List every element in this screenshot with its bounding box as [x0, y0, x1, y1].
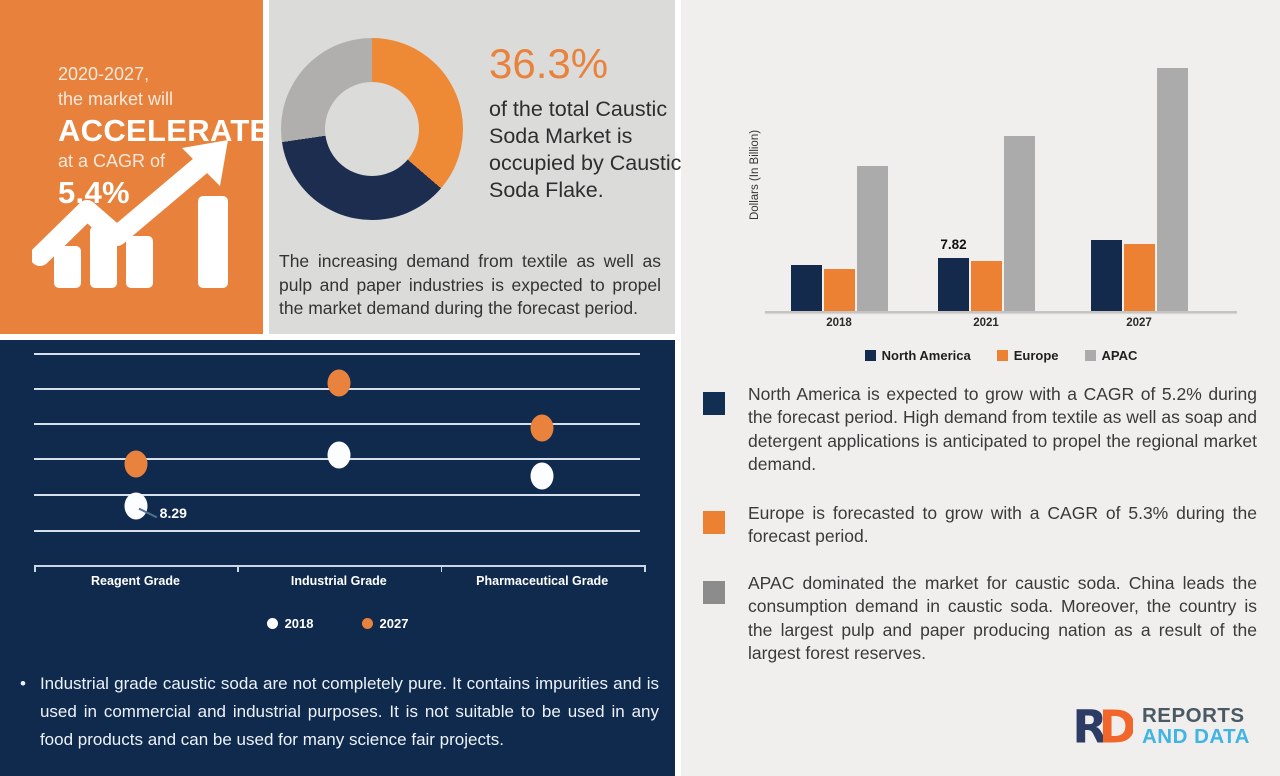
bar-north-america-2021: [937, 258, 969, 311]
demand-paragraph: The increasing demand from textile as we…: [279, 251, 661, 318]
legend-dot-2018: [266, 618, 278, 629]
bar-apac-2027: [1156, 68, 1188, 311]
legend-item-2027: 2027: [361, 616, 409, 631]
x-axis-tick: [34, 565, 36, 572]
x-axis-tick: [440, 565, 443, 572]
gridline-2: [34, 423, 640, 425]
note-europe: Europe is forecasted to grow with a CAGR…: [703, 502, 1257, 549]
bar-chart-baseline: [765, 311, 1237, 313]
bar-legend-square-apac: [1084, 350, 1096, 361]
flake-donut-chart: [281, 38, 463, 220]
accelerate-line2: the market will: [58, 89, 174, 109]
logo-line2: AND DATA: [1141, 725, 1250, 748]
x-axis-line: [34, 565, 644, 567]
bar-legend-item-europe: Europe: [996, 348, 1059, 363]
bar-europe-2027: [1123, 244, 1155, 311]
accelerate-period: 2020-2027,: [58, 64, 150, 84]
rd-logo-mark-icon: R D: [1075, 702, 1133, 750]
bar-category-label-2021: 2021: [973, 317, 999, 329]
bar-legend-square-north-america: [864, 350, 876, 361]
category-label-pharmaceutical-grade: Pharmaceutical Grade: [476, 574, 609, 588]
bar-north-america-2027: [1090, 240, 1122, 311]
flake-stat: 36.3%: [489, 40, 609, 87]
dot-2018-reagent-grade: [124, 492, 148, 520]
bar-north-america-2018: [790, 265, 822, 311]
bar-chart-y-axis-label: Dollars (In Billion): [749, 129, 761, 221]
category-label-reagent-grade: Reagent Grade: [91, 574, 180, 588]
bar-data-label: 7.82: [940, 237, 967, 252]
flake-caption: of the total Caustic Soda Market is occu…: [489, 97, 682, 202]
bar-category-label-2027: 2027: [1126, 317, 1152, 329]
bar-apac-2021: [1003, 136, 1035, 311]
europe-marker-icon: [703, 511, 725, 534]
gridline-5: [34, 530, 640, 532]
svg-text:R: R: [1075, 702, 1108, 750]
gridline-4: [34, 494, 640, 496]
reports-and-data-logo: R D REPORTS AND DATA: [1075, 702, 1250, 750]
note-europe-text: Europe is forecasted to grow with a CAGR…: [748, 503, 1257, 547]
flake-panel: 36.3% of the total Caustic Soda Market i…: [269, 0, 681, 334]
x-axis-tick: [237, 565, 239, 572]
bar-apac-2018: [856, 166, 888, 311]
bar-europe-2018: [823, 269, 855, 311]
bar-legend-item-apac: APAC: [1084, 348, 1138, 363]
dot-2018-industrial-grade: [327, 441, 351, 469]
grade-legend: 2018 2027: [0, 616, 675, 631]
legend-label-2027: 2027: [379, 616, 409, 631]
note-apac-text: APAC dominated the market for caustic so…: [748, 573, 1257, 664]
growth-arrow-chart-icon: [32, 140, 228, 288]
region-panel: Dollars (In Billion) 2018 7.82 2021 2027 No…: [681, 0, 1280, 776]
accelerate-line4: at a CAGR of: [58, 151, 166, 171]
grade-note: • Industrial grade caustic soda are not …: [16, 670, 659, 754]
dot-2027-reagent-grade: [124, 450, 148, 478]
accelerate-title: ACCELERATE: [58, 113, 271, 148]
note-north-america-text: North America is expected to grow with a…: [748, 384, 1257, 475]
gridline-0: [34, 353, 640, 355]
dot-2027-pharmaceutical-grade: [530, 414, 554, 442]
accelerate-text: 2020-2027, the market will ACCELERATE at…: [58, 62, 271, 211]
dot-2018-pharmaceutical-grade: [530, 462, 554, 490]
bar-legend-label-north-america: North America: [881, 348, 971, 363]
bar-legend-label-europe: Europe: [1013, 348, 1059, 363]
bar-legend-square-europe: [996, 350, 1008, 361]
bar-legend-label-apac: APAC: [1101, 348, 1138, 363]
category-label-industrial-grade: Industrial Grade: [290, 574, 387, 588]
apac-marker-icon: [703, 581, 725, 604]
legend-dot-2027: [361, 618, 373, 629]
dot-2027-industrial-grade: [327, 369, 351, 397]
svg-text:D: D: [1099, 702, 1133, 750]
bar-legend-item-north-america: North America: [864, 348, 971, 363]
bar-europe-2021: [970, 261, 1002, 311]
logo-text: REPORTS AND DATA: [1142, 705, 1250, 747]
grade-note-text: Industrial grade caustic soda are not co…: [39, 674, 659, 749]
bar-chart-legend: North America Europe APAC: [765, 348, 1237, 363]
logo-line1: REPORTS: [1141, 704, 1245, 727]
legend-label-2018: 2018: [284, 616, 314, 631]
grade-panel: Reagent Grade Industrial Grade Pharmaceuti…: [0, 340, 675, 776]
data-label-value: 8.29: [159, 505, 187, 521]
bullet-glyph: •: [20, 674, 26, 693]
bar-category-label-2018: 2018: [826, 317, 852, 329]
x-axis-tick: [644, 565, 646, 572]
legend-item-2018: 2018: [266, 616, 314, 631]
note-apac: APAC dominated the market for caustic so…: [703, 572, 1257, 666]
north-america-marker-icon: [703, 392, 725, 415]
accelerate-panel: 2020-2027, the market will ACCELERATE at…: [0, 0, 270, 334]
note-north-america: North America is expected to grow with a…: [703, 383, 1257, 477]
